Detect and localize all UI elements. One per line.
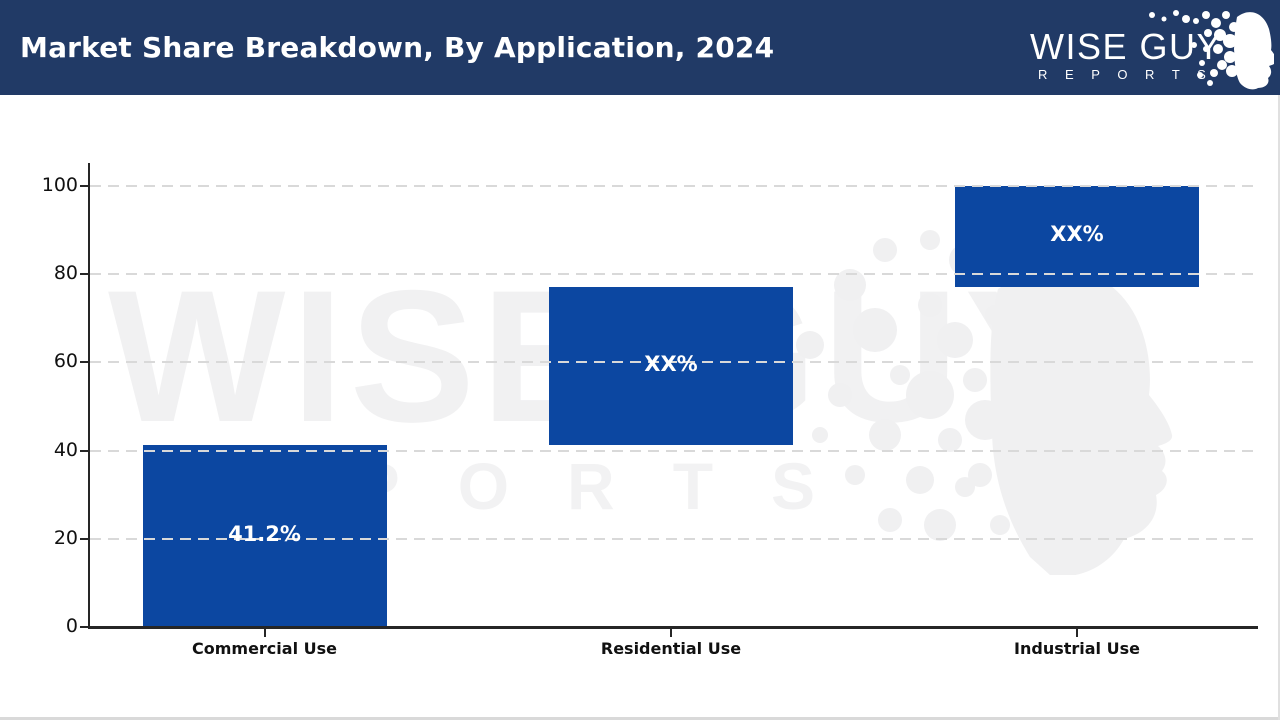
logo-wordmark: WISE GUY <box>1030 26 1222 67</box>
bar-value-label: 41.2% <box>228 522 301 547</box>
x-category-label: Residential Use <box>600 639 742 658</box>
logo-reports-text: R E P O R T S <box>1038 67 1213 82</box>
gridline-20 <box>90 537 1256 540</box>
y-tick-label-80: 80 <box>53 262 78 285</box>
y-tick-label-0: 0 <box>65 615 78 637</box>
bar-industrial-use <box>955 186 1199 287</box>
x-tick-0 <box>263 628 266 637</box>
y-tick-100 <box>80 185 89 187</box>
gridline-80 <box>90 273 1256 276</box>
y-tick-label-40: 40 <box>53 438 78 461</box>
y-tick-40 <box>80 449 89 452</box>
bar-residential-use <box>549 286 793 446</box>
right-border <box>1278 95 1280 720</box>
gridline-100 <box>90 185 1256 187</box>
x-category-label: Commercial Use <box>191 639 337 658</box>
logo-face-dots-icon <box>1149 10 1274 90</box>
page-title: Market Share Breakdown, By Application, … <box>20 31 775 64</box>
x-tick-1 <box>670 628 672 637</box>
x-tick-2 <box>1076 628 1078 637</box>
y-tick-label-100: 100 <box>41 174 78 196</box>
watermark-face-dots-icon <box>796 230 1173 575</box>
y-tick-60 <box>80 361 89 364</box>
bottom-border <box>0 717 1280 720</box>
bar-value-label: XX% <box>644 351 698 376</box>
x-category-label: Industrial Use <box>1014 639 1140 658</box>
y-tick-label-20: 20 <box>53 526 78 549</box>
y-axis-line <box>88 163 90 629</box>
y-tick-80 <box>80 273 89 276</box>
header-bar: Market Share Breakdown, By Application, … <box>0 0 1280 95</box>
bar-value-label: XX% <box>1050 222 1104 247</box>
gridline-40 <box>90 449 1256 452</box>
bar-commercial-use <box>142 445 387 627</box>
wise-guy-reports-logo: WISE GUY R E P O R T S <box>1030 10 1274 90</box>
x-axis-line <box>88 626 1258 629</box>
y-tick-label-60: 60 <box>53 350 78 373</box>
gridline-60 <box>90 361 1256 364</box>
y-tick-20 <box>80 537 89 540</box>
y-tick-0 <box>80 626 89 628</box>
